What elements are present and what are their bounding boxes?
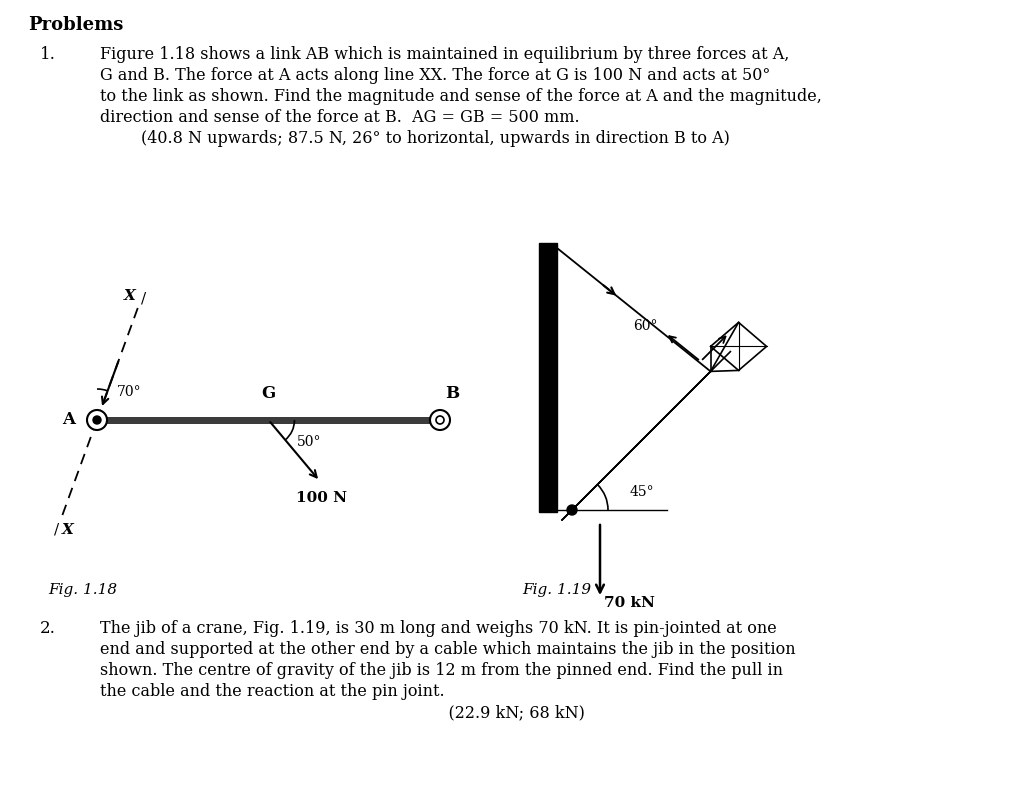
Text: (40.8 N upwards; 87.5 N, 26° to horizontal, upwards in direction B to A): (40.8 N upwards; 87.5 N, 26° to horizont… — [100, 130, 730, 147]
Text: X: X — [124, 290, 136, 303]
Text: 2.: 2. — [40, 620, 56, 637]
Text: /: / — [54, 523, 59, 536]
Text: shown. The centre of gravity of the jib is 12 m from the pinned end. Find the pu: shown. The centre of gravity of the jib … — [100, 662, 783, 679]
Text: 70°: 70° — [117, 385, 141, 399]
Text: (22.9 kN; 68 kN): (22.9 kN; 68 kN) — [100, 704, 585, 721]
Text: X: X — [62, 523, 74, 536]
Text: the cable and the reaction at the pin joint.: the cable and the reaction at the pin jo… — [100, 683, 444, 700]
Text: 70 kN: 70 kN — [604, 596, 655, 610]
Text: G: G — [261, 385, 275, 402]
Text: end and supported at the other end by a cable which maintains the jib in the pos: end and supported at the other end by a … — [100, 641, 796, 658]
Circle shape — [436, 416, 444, 424]
Text: /: / — [141, 291, 146, 305]
Text: G and B. The force at A acts along line XX. The force at G is 100 N and acts at : G and B. The force at A acts along line … — [100, 67, 770, 84]
Circle shape — [567, 505, 577, 515]
Text: B: B — [445, 385, 459, 402]
Text: 1.: 1. — [40, 46, 56, 63]
Text: The jib of a crane, Fig. 1.19, is 30 m long and weighs 70 kN. It is pin-jointed : The jib of a crane, Fig. 1.19, is 30 m l… — [100, 620, 777, 637]
Text: A: A — [62, 411, 75, 429]
Text: 45°: 45° — [630, 485, 654, 499]
Text: Figure 1.18 shows a link AB which is maintained in equilibrium by three forces a: Figure 1.18 shows a link AB which is mai… — [100, 46, 790, 63]
Polygon shape — [539, 243, 557, 512]
Text: Fig. 1.19: Fig. 1.19 — [522, 583, 591, 597]
Circle shape — [87, 410, 106, 430]
Text: Problems: Problems — [28, 16, 123, 34]
Text: 60°: 60° — [633, 320, 657, 334]
Circle shape — [430, 410, 450, 430]
Text: 50°: 50° — [297, 435, 321, 449]
Text: 100 N: 100 N — [296, 491, 347, 505]
Text: direction and sense of the force at B.  AG = GB = 500 mm.: direction and sense of the force at B. A… — [100, 109, 580, 126]
Text: to the link as shown. Find the magnitude and sense of the force at A and the mag: to the link as shown. Find the magnitude… — [100, 88, 822, 105]
Text: Fig. 1.18: Fig. 1.18 — [48, 583, 117, 597]
Circle shape — [93, 416, 101, 424]
